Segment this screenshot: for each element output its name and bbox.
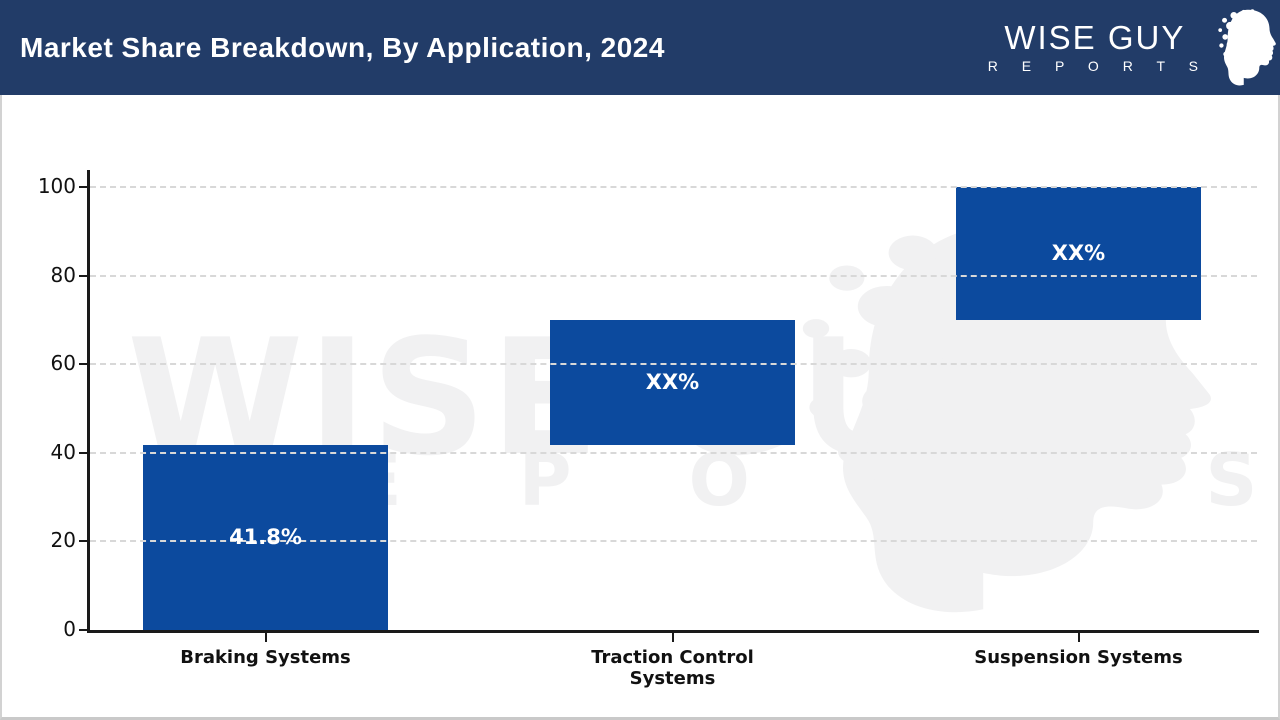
bar-value-label-traction-control-systems: XX% xyxy=(645,370,700,395)
x-tick-label-suspension-systems: Suspension Systems xyxy=(974,647,1183,668)
x-tick-label-traction-control-systems: Traction Control Systems xyxy=(591,647,754,689)
y-tick-label-100: 100 xyxy=(37,174,76,198)
logo-wordmark: WISE GUY xyxy=(1004,19,1186,56)
bar-traction-control-systems xyxy=(550,319,795,445)
header-band: Market Share Breakdown, By Application, … xyxy=(0,0,1280,95)
y-tick-0 xyxy=(79,629,87,631)
y-tick-label-40: 40 xyxy=(50,439,76,464)
head-of-dots-icon xyxy=(1218,8,1276,86)
bar-value-label-braking-systems: 41.8% xyxy=(229,525,302,550)
gridline-20 xyxy=(90,540,1257,543)
logo-text: WISE GUY R E P O R T S xyxy=(982,19,1208,75)
wise-guy-reports-logo: WISE GUY R E P O R T S xyxy=(982,0,1276,95)
y-tick-label-80: 80 xyxy=(50,262,76,287)
bar-value-label-suspension-systems: XX% xyxy=(1051,241,1106,266)
gridline-40 xyxy=(90,451,1257,454)
y-tick-label-60: 60 xyxy=(50,351,76,376)
y-tick-80 xyxy=(79,274,87,277)
y-tick-20 xyxy=(79,540,87,543)
bar-suspension-systems xyxy=(956,187,1201,320)
y-tick-label-20: 20 xyxy=(50,528,76,553)
y-tick-40 xyxy=(79,451,87,454)
bars-layer xyxy=(2,95,1278,717)
x-tick-traction-control-systems xyxy=(671,633,674,642)
x-axis-line xyxy=(87,630,1259,633)
bar-braking-systems xyxy=(143,444,388,630)
grid-layer xyxy=(2,95,1278,717)
ticks-layer: 0 20 40 60 80 100 Braking Systems Traction Cont… xyxy=(2,95,1278,717)
gridline-80 xyxy=(90,274,1257,277)
labels-layer: 41.8% XX% XX% xyxy=(2,95,1278,717)
y-tick-100 xyxy=(79,186,87,188)
gridline-60 xyxy=(90,363,1257,366)
y-axis-line xyxy=(87,170,90,633)
y-tick-60 xyxy=(79,363,87,366)
chart-area: WISE GUY R E P O R T S 41.8% XX% XX% 0 20 40… xyxy=(0,95,1280,720)
y-tick-label-0: 0 xyxy=(63,617,76,641)
gridline-100 xyxy=(90,186,1257,188)
x-tick-braking-systems xyxy=(264,633,267,642)
logo-subtext: R E P O R T S xyxy=(987,58,1208,74)
x-tick-suspension-systems xyxy=(1077,633,1080,642)
x-tick-label-braking-systems: Braking Systems xyxy=(180,647,351,668)
page-title: Market Share Breakdown, By Application, … xyxy=(20,31,665,63)
